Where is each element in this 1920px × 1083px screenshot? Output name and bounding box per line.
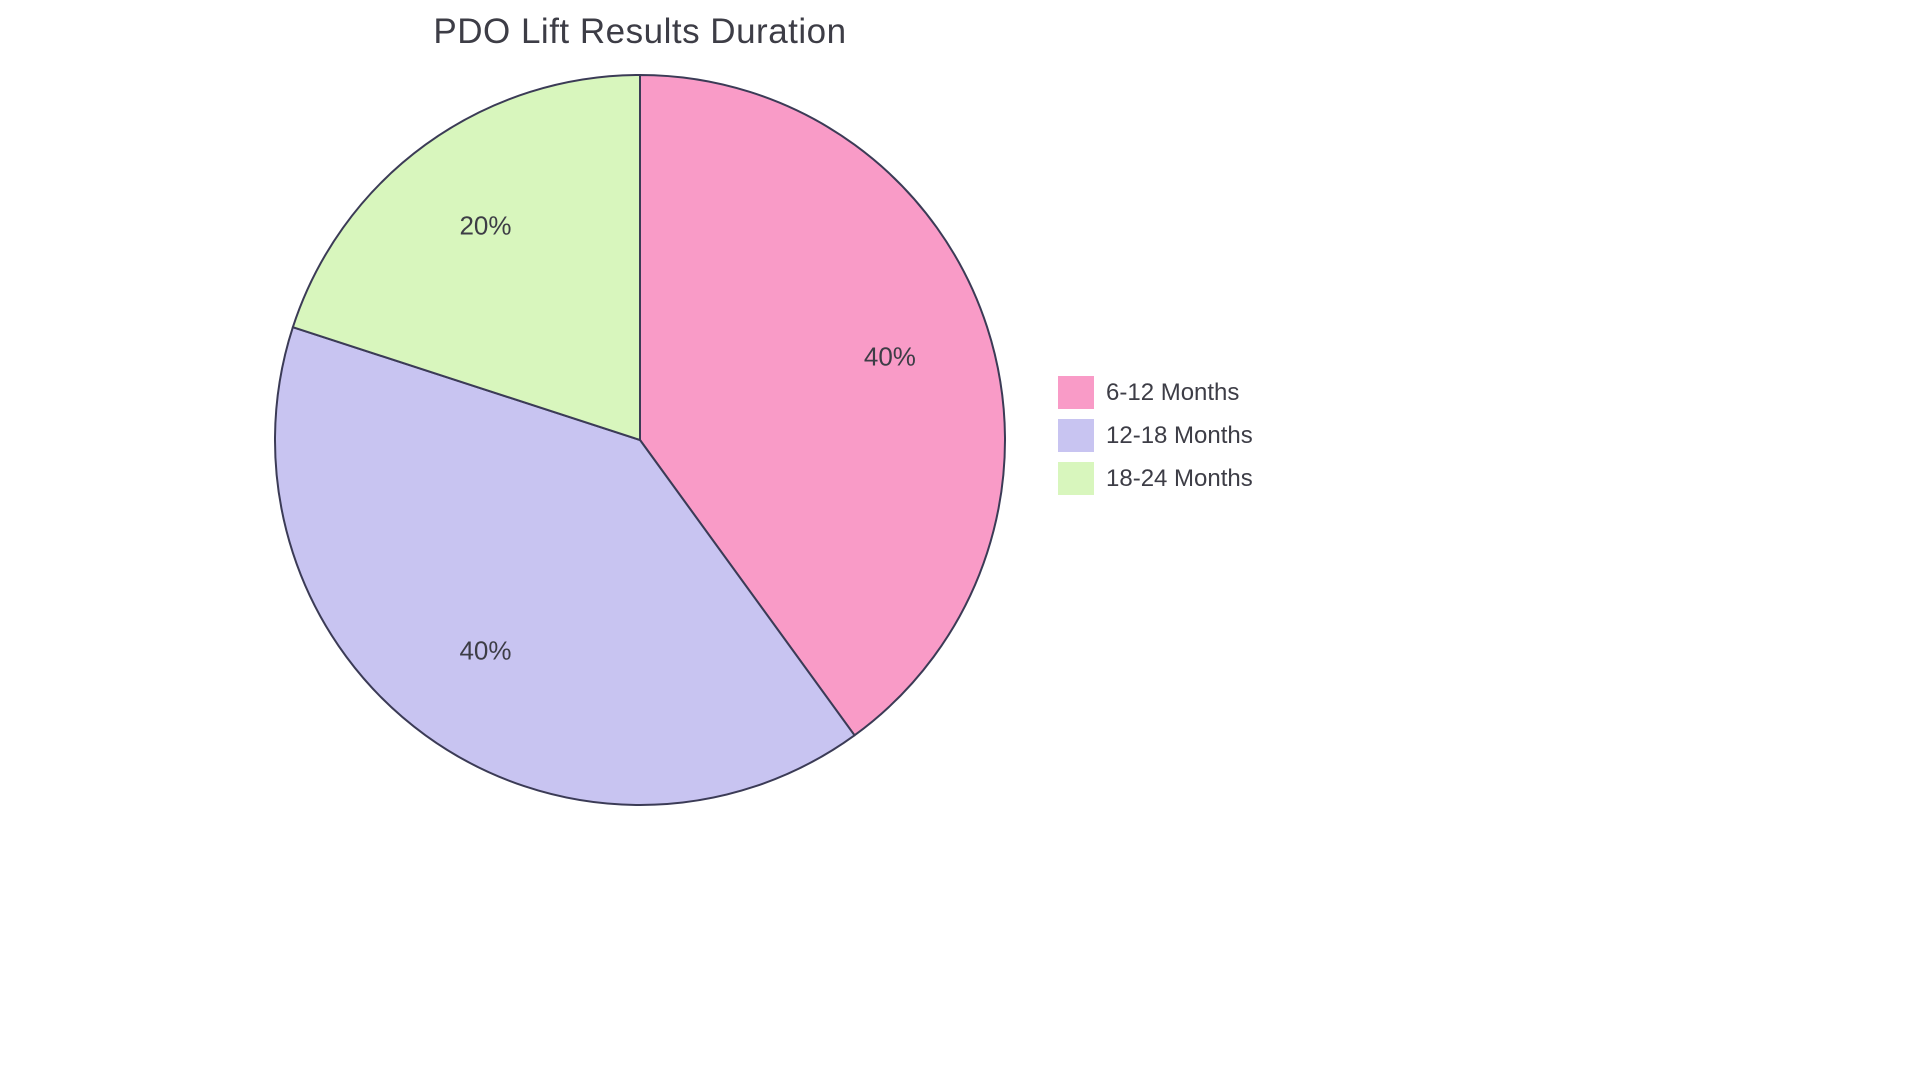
legend-swatch-6-12-months: [1058, 376, 1094, 409]
slice-percentage-label: 40%: [864, 342, 916, 372]
pie-slice-12-18-months: [274, 326, 856, 806]
legend-swatch-18-24-months: [1058, 462, 1094, 495]
legend: 6-12 Months 12-18 Months 18-24 Months: [1058, 376, 1253, 505]
chart-title: PDO Lift Results Duration: [433, 12, 847, 51]
legend-item: 18-24 Months: [1058, 462, 1253, 495]
pie-chart-figure: PDO Lift Results Duration 40% 40% 20% 6-12…: [274, 12, 1253, 806]
pie-slice-6-12-months: [639, 74, 1006, 737]
pie-slice-18-24-months: [291, 74, 641, 441]
legend-item: 12-18 Months: [1058, 419, 1253, 452]
legend-item: 6-12 Months: [1058, 376, 1253, 409]
slice-percentage-label: 40%: [459, 635, 511, 665]
pie-chart-svg: 40% 40% 20%: [274, 74, 1006, 806]
legend-label: 12-18 Months: [1106, 421, 1253, 449]
legend-label: 18-24 Months: [1106, 464, 1253, 492]
slice-percentage-label: 20%: [459, 210, 511, 240]
legend-swatch-12-18-months: [1058, 419, 1094, 452]
legend-label: 6-12 Months: [1106, 378, 1240, 406]
